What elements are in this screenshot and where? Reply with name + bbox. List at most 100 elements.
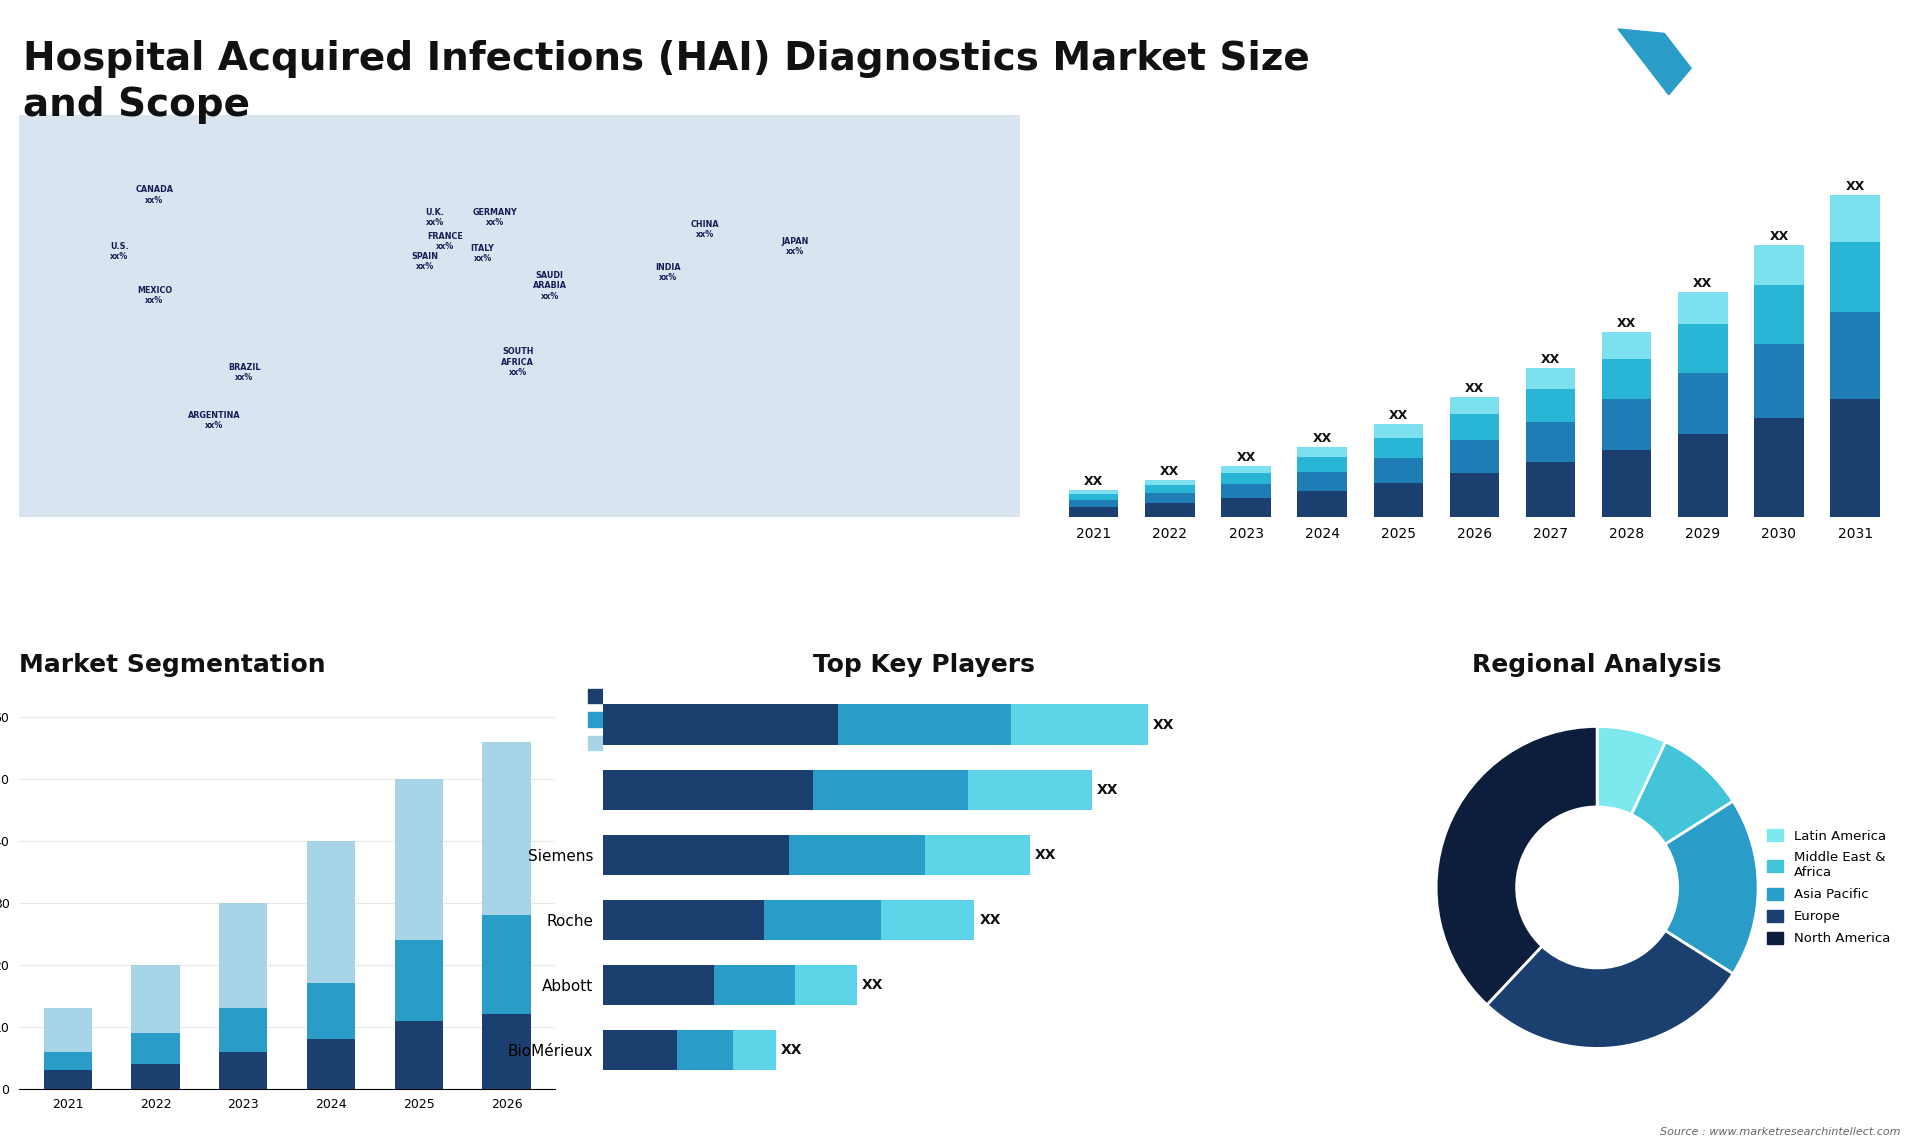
Text: CHINA
xx%: CHINA xx% xyxy=(691,220,720,240)
Bar xyxy=(1373,458,1423,484)
Bar xyxy=(1450,473,1500,517)
Bar xyxy=(1526,368,1574,390)
Bar xyxy=(881,900,973,940)
Bar xyxy=(307,983,355,1039)
Text: XX: XX xyxy=(1770,230,1789,243)
Bar xyxy=(603,1030,678,1070)
Bar xyxy=(678,1030,733,1070)
Bar xyxy=(968,770,1092,810)
Bar xyxy=(1298,492,1348,517)
Bar xyxy=(814,770,968,810)
Text: XX: XX xyxy=(1465,382,1484,395)
Bar xyxy=(1373,484,1423,517)
Bar xyxy=(219,1008,267,1052)
Bar xyxy=(1298,457,1348,472)
Bar xyxy=(1450,415,1500,440)
Bar xyxy=(1830,195,1880,242)
Text: ARGENTINA
xx%: ARGENTINA xx% xyxy=(188,410,240,430)
Bar xyxy=(131,1063,180,1089)
Bar xyxy=(1012,705,1148,745)
Bar xyxy=(1526,462,1574,517)
Bar xyxy=(1069,494,1119,500)
Text: XX: XX xyxy=(1035,848,1056,862)
Bar xyxy=(1221,499,1271,517)
Bar xyxy=(1144,493,1194,503)
Bar xyxy=(1601,449,1651,517)
Bar xyxy=(714,965,795,1005)
Text: GERMANY
xx%: GERMANY xx% xyxy=(472,207,516,227)
Bar xyxy=(1755,245,1803,284)
Bar xyxy=(1450,440,1500,473)
Title: Top Key Players: Top Key Players xyxy=(814,653,1035,677)
Bar xyxy=(1678,292,1728,324)
Bar xyxy=(795,965,856,1005)
Text: XX: XX xyxy=(1313,432,1332,445)
Bar xyxy=(1298,447,1348,457)
Bar xyxy=(733,1030,776,1070)
Text: Source : www.marketresearchintellect.com: Source : www.marketresearchintellect.com xyxy=(1661,1127,1901,1137)
Bar xyxy=(1221,465,1271,473)
Text: U.S.
xx%: U.S. xx% xyxy=(109,242,129,261)
Wedge shape xyxy=(1486,931,1734,1049)
Bar xyxy=(789,834,925,876)
Bar xyxy=(1601,400,1651,449)
Bar xyxy=(1678,374,1728,434)
Bar xyxy=(1678,324,1728,374)
Wedge shape xyxy=(1632,741,1734,845)
Bar xyxy=(219,903,267,1008)
Bar xyxy=(1373,424,1423,438)
Bar xyxy=(482,741,530,916)
Text: XX: XX xyxy=(862,978,883,992)
Bar xyxy=(603,900,764,940)
Bar xyxy=(44,1070,92,1089)
Bar xyxy=(1526,422,1574,462)
Bar xyxy=(764,900,881,940)
Bar xyxy=(396,779,444,940)
Wedge shape xyxy=(1597,727,1667,815)
Bar xyxy=(1144,485,1194,493)
Bar xyxy=(603,965,714,1005)
Bar xyxy=(1755,418,1803,517)
Bar xyxy=(1830,400,1880,517)
Text: CANADA
xx%: CANADA xx% xyxy=(134,186,173,205)
Text: MARKET
RESEARCH
INTELLECT: MARKET RESEARCH INTELLECT xyxy=(1776,38,1837,76)
Polygon shape xyxy=(1619,29,1716,95)
Bar xyxy=(1755,344,1803,418)
Bar xyxy=(1830,312,1880,400)
Bar xyxy=(482,916,530,1014)
Text: XX: XX xyxy=(1096,783,1119,796)
Bar xyxy=(44,1052,92,1070)
Polygon shape xyxy=(1663,29,1761,95)
Text: XX: XX xyxy=(1085,474,1104,487)
Text: SPAIN
xx%: SPAIN xx% xyxy=(411,252,438,272)
Bar xyxy=(131,965,180,1033)
Text: ITALY
xx%: ITALY xx% xyxy=(470,244,495,264)
Bar xyxy=(396,940,444,1021)
Wedge shape xyxy=(1665,801,1759,974)
Bar xyxy=(307,841,355,983)
Bar xyxy=(1221,484,1271,499)
Text: XX: XX xyxy=(1160,464,1179,478)
Bar xyxy=(1221,473,1271,484)
Bar xyxy=(603,705,837,745)
Text: XX: XX xyxy=(1236,450,1256,463)
Bar xyxy=(925,834,1029,876)
Bar xyxy=(1601,360,1651,400)
Bar xyxy=(837,705,1012,745)
Text: SAUDI
ARABIA
xx%: SAUDI ARABIA xx% xyxy=(532,270,566,300)
Text: JAPAN
xx%: JAPAN xx% xyxy=(781,237,808,257)
Text: XX: XX xyxy=(1542,353,1561,366)
Wedge shape xyxy=(1436,727,1597,1005)
Text: XX: XX xyxy=(1845,180,1864,193)
Text: XX: XX xyxy=(1693,276,1713,290)
Text: U.K.
xx%: U.K. xx% xyxy=(424,207,444,227)
Text: XX: XX xyxy=(1152,717,1175,731)
Bar xyxy=(1069,507,1119,517)
Bar xyxy=(44,1008,92,1052)
Bar xyxy=(1069,500,1119,507)
Text: Market Segmentation: Market Segmentation xyxy=(19,653,326,677)
Legend: Latin America, Middle East &
Africa, Asia Pacific, Europe, North America: Latin America, Middle East & Africa, Asi… xyxy=(1764,826,1893,948)
Text: FRANCE
xx%: FRANCE xx% xyxy=(426,231,463,251)
Bar xyxy=(1678,434,1728,517)
Bar xyxy=(1526,390,1574,422)
